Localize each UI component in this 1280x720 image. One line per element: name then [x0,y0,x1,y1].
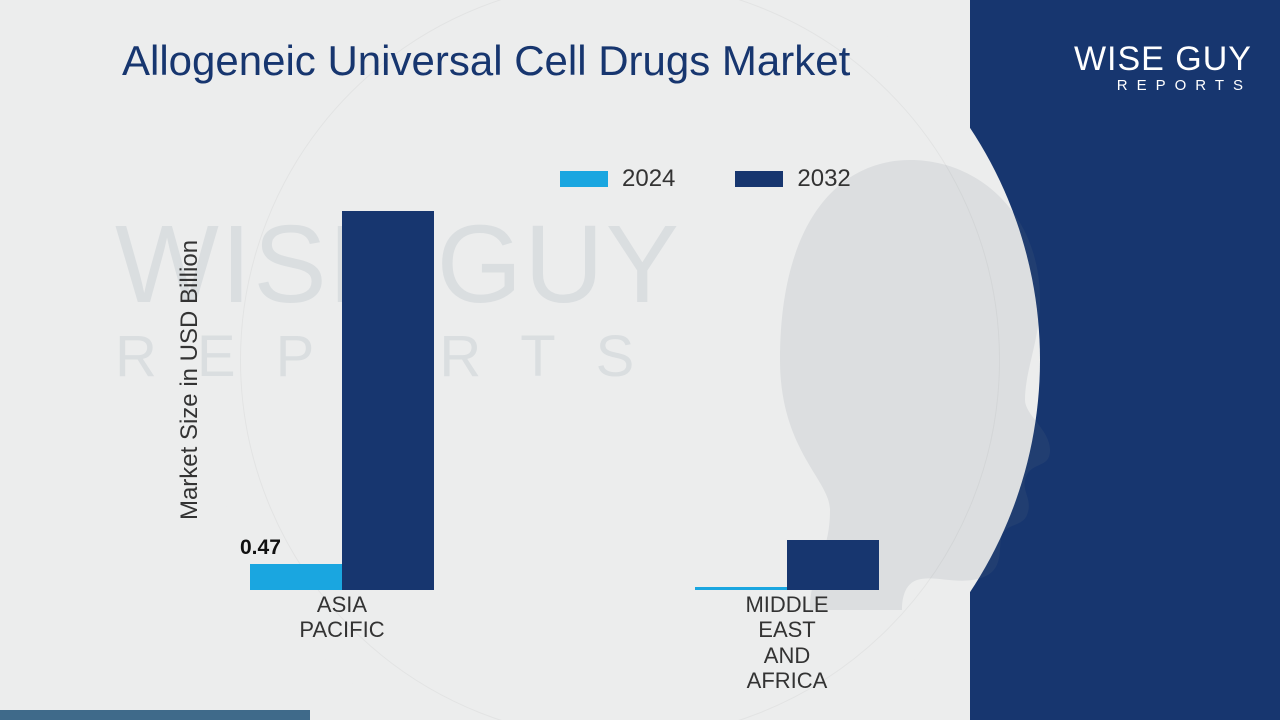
brand-logo: WISE GUY REPORTS [1074,40,1252,94]
legend-swatch-2032 [735,171,783,187]
brand-name-line2: REPORTS [1074,77,1252,94]
legend: 2024 2032 [560,165,851,193]
bar [250,564,342,590]
bar [695,587,787,590]
legend-item-2032: 2032 [735,165,850,193]
legend-label-2032: 2032 [797,165,850,193]
chart-title: Allogeneic Universal Cell Drugs Market [122,38,882,84]
legend-swatch-2024 [560,171,608,187]
bar-value-label: 0.47 [240,536,281,560]
bar-group [695,540,879,590]
bar [787,540,879,590]
legend-item-2024: 2024 [560,165,675,193]
brand-name-line1: WISE GUY [1074,40,1252,79]
bottom-accent-bar [0,710,310,720]
category-label: ASIAPACIFIC [240,592,444,643]
bar [342,211,434,590]
figure-canvas: WISE GUY REPORTS WISE GUY REPORTS Alloge… [0,0,1280,720]
legend-label-2024: 2024 [622,165,675,193]
bar-group: 0.47 [250,211,434,590]
plot-area: 0.47ASIAPACIFICMIDDLEEASTANDAFRICA [105,200,965,590]
category-label: MIDDLEEASTANDAFRICA [685,592,889,693]
brand-band [970,0,1280,720]
